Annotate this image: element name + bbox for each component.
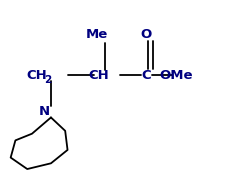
Text: 2: 2 bbox=[45, 75, 52, 85]
Text: N: N bbox=[38, 105, 49, 118]
Text: Me: Me bbox=[86, 28, 108, 41]
Text: CH: CH bbox=[88, 69, 109, 82]
Text: CH: CH bbox=[26, 69, 47, 82]
Text: O: O bbox=[140, 28, 151, 41]
Text: C: C bbox=[141, 69, 150, 82]
Text: OMe: OMe bbox=[160, 69, 193, 82]
